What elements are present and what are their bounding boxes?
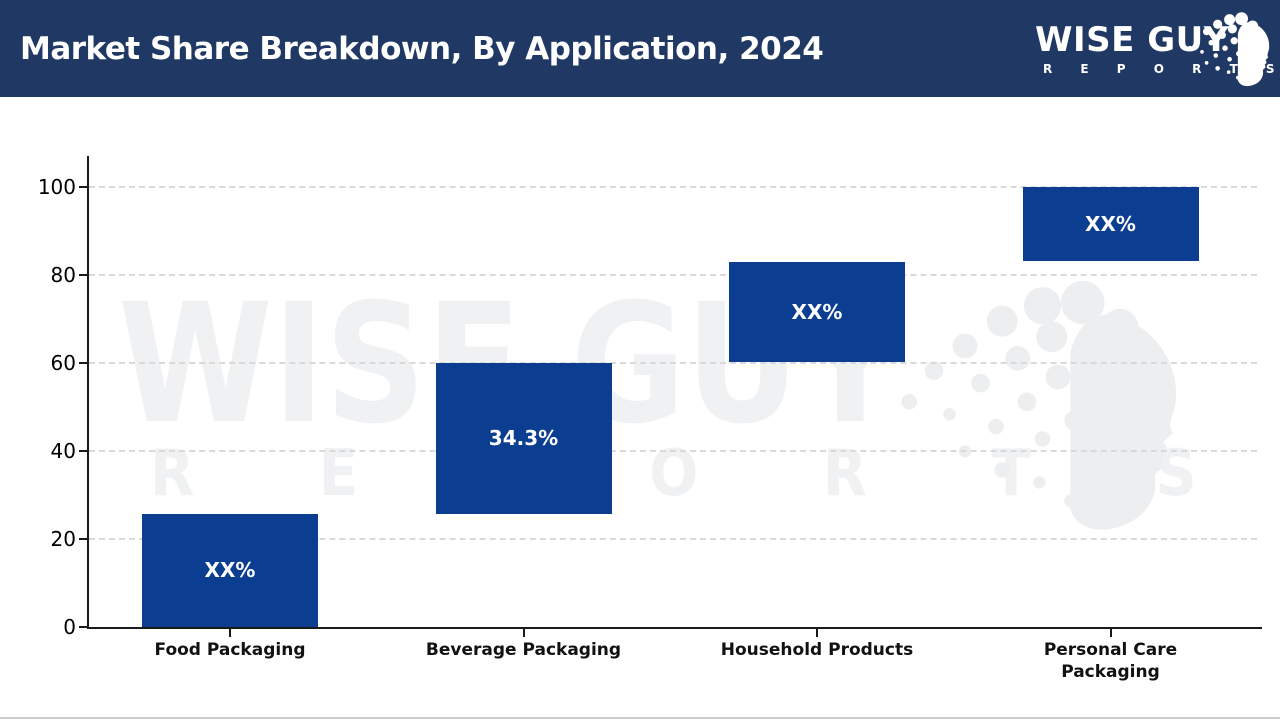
- x-tick-mark: [816, 629, 818, 637]
- y-tick-mark: [79, 362, 87, 364]
- y-tick-mark: [79, 626, 87, 628]
- bottom-border: [0, 717, 1280, 719]
- y-tick-label: 20: [50, 527, 76, 551]
- y-tick-mark: [79, 186, 87, 188]
- chart-title: Market Share Breakdown, By Application, …: [20, 30, 824, 67]
- header-banner: Market Share Breakdown, By Application, …: [0, 0, 1280, 97]
- brand-dotted-head-icon: [1187, 12, 1270, 87]
- y-tick-label: 60: [50, 351, 76, 375]
- y-tick-label: 40: [50, 439, 76, 463]
- bar-food-packaging: XX%: [142, 513, 318, 627]
- y-tick-mark: [79, 450, 87, 452]
- x-tick-mark: [1109, 629, 1112, 637]
- x-axis-line: [87, 627, 1262, 629]
- gridline-y-40: [89, 450, 1257, 452]
- bar-personal-care-packaging: XX%: [1022, 187, 1199, 261]
- gridline-y-60: [89, 362, 1257, 364]
- y-tick-mark: [79, 538, 87, 540]
- bar-beverage-packaging: 34.3%: [435, 363, 612, 514]
- y-tick-label: 0: [63, 615, 76, 639]
- y-tick-label: 100: [37, 175, 76, 199]
- gridline-y-80: [89, 274, 1257, 276]
- x-axis-category-label: Household Products: [720, 640, 914, 660]
- watermark-reports-text: R E P O R T S: [150, 437, 1249, 511]
- x-axis-category-label: Food Packaging: [154, 640, 306, 660]
- y-tick-mark: [79, 274, 87, 276]
- x-tick-mark: [522, 629, 525, 637]
- bar-value-label: XX%: [204, 558, 256, 583]
- bar-value-label: XX%: [791, 299, 843, 324]
- brand-logo-subtext: R E P O R T S: [1043, 62, 1280, 76]
- gridline-y-20: [89, 538, 1257, 540]
- x-tick-mark: [229, 629, 231, 637]
- gridline-y-100: [89, 186, 1257, 188]
- bar-value-label: 34.3%: [488, 426, 559, 451]
- bar-household-products: XX%: [729, 261, 905, 362]
- bar-value-label: XX%: [1085, 211, 1136, 236]
- watermark-dotted-head-icon: [901, 280, 1177, 530]
- y-tick-label: 80: [50, 263, 76, 287]
- y-axis-line: [87, 156, 89, 629]
- x-axis-category-label: Beverage Packaging: [425, 640, 622, 660]
- brand-logo: WISE GUY R E P O R T S: [1027, 4, 1275, 94]
- x-axis-category-label: Personal Care Packaging: [1043, 640, 1178, 682]
